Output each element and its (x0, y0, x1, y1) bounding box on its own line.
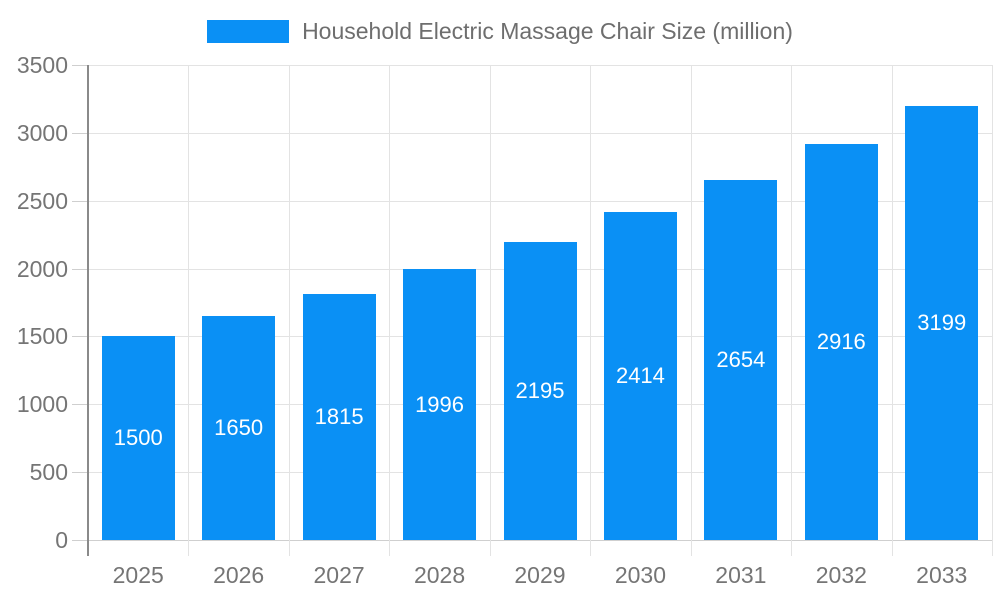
y-axis-label: 500 (29, 459, 68, 486)
x-axis-label: 2027 (313, 562, 365, 588)
bar-value-label: 2414 (615, 363, 665, 389)
y-gridline (88, 65, 992, 66)
y-axis-line (87, 65, 89, 556)
x-axis-label: 2031 (715, 562, 767, 588)
x-gridline (188, 65, 190, 556)
y-gridline (88, 540, 992, 541)
x-gridline (992, 65, 993, 556)
plot-area: 0 500 1000 1500 2000 2500 3000 3500 1500 2025 1650… (17, 52, 993, 588)
y-gridline (88, 132, 992, 134)
y-tick (72, 540, 88, 541)
bar-value-label: 1500 (113, 425, 163, 451)
bar-value-label: 1650 (214, 415, 264, 441)
y-axis-label: 0 (55, 527, 68, 553)
y-axis-label: 2500 (16, 187, 68, 214)
bar-2025[interactable]: 1500 (101, 336, 175, 540)
legend-label[interactable]: Household Electric Massage Chair Size (m… (302, 18, 793, 44)
y-gridline (88, 200, 992, 202)
y-tick (72, 132, 88, 134)
bar-value-label: 2654 (716, 346, 766, 372)
x-axis-label: 2026 (213, 562, 265, 588)
x-gridline (791, 65, 793, 556)
y-tick (72, 268, 88, 270)
x-gridline (891, 65, 893, 556)
y-axis-label: 3500 (16, 52, 68, 78)
y-tick (72, 472, 88, 474)
chart-legend[interactable]: Household Electric Massage Chair Size (m… (0, 17, 1000, 45)
bar-value-label: 2195 (515, 378, 565, 404)
x-gridline (489, 65, 491, 556)
x-axis-label: 2028 (413, 562, 466, 588)
bar-2032[interactable]: 2916 (804, 144, 878, 540)
x-axis-label: 2030 (614, 562, 667, 588)
bar-2031[interactable]: 2654 (704, 179, 778, 540)
x-axis-label: 2025 (112, 562, 164, 588)
bar-value-label: 1996 (415, 391, 465, 417)
y-axis-label: 2000 (16, 255, 68, 282)
legend-swatch[interactable] (207, 19, 290, 43)
x-gridline (690, 65, 692, 556)
y-axis-label: 3000 (16, 119, 68, 146)
bar-2033[interactable]: 3199 (905, 105, 979, 540)
x-gridline (590, 65, 592, 556)
y-tick (72, 200, 88, 202)
x-axis-label: 2032 (815, 562, 867, 588)
x-gridline (389, 65, 391, 556)
bar-value-label: 1815 (314, 403, 364, 429)
bar-value-label: 3199 (917, 309, 967, 335)
bar-2027[interactable]: 1815 (302, 293, 376, 540)
y-tick (72, 336, 88, 338)
y-tick (72, 65, 88, 66)
x-axis-label: 2029 (514, 562, 566, 588)
bar-2026[interactable]: 1650 (202, 316, 276, 540)
y-axis-label: 1500 (16, 323, 68, 350)
bar-value-label: 2916 (816, 329, 866, 355)
y-axis-label: 1000 (16, 391, 68, 418)
bar-2028[interactable]: 1996 (403, 269, 477, 540)
y-tick (72, 404, 88, 406)
x-axis-label: 2033 (916, 562, 968, 588)
bar-2029[interactable]: 2195 (503, 242, 577, 540)
bar-2030[interactable]: 2414 (603, 212, 677, 540)
x-gridline (288, 65, 290, 556)
